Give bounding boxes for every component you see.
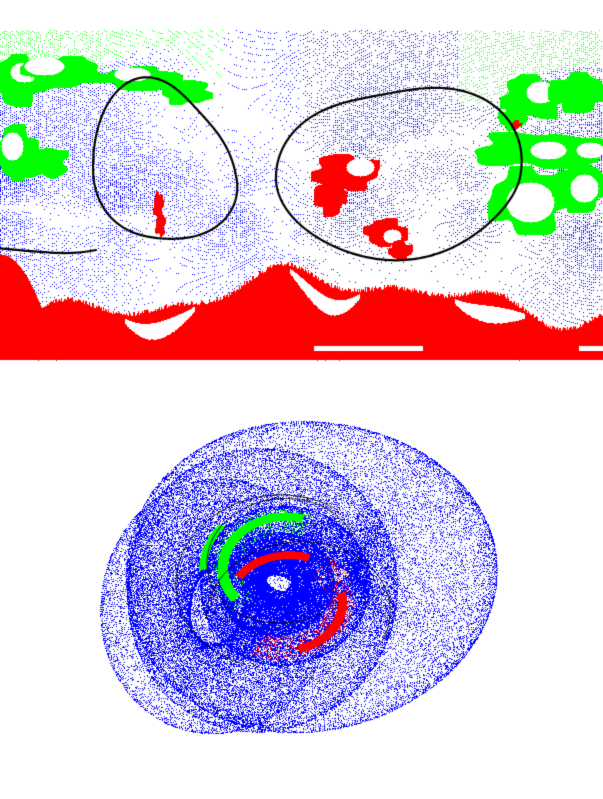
- poincare-map-canvas: [0, 0, 603, 375]
- poincare-map-panel: [0, 0, 603, 375]
- torus-3d-canvas: [0, 375, 603, 799]
- torus-3d-panel: [0, 375, 603, 799]
